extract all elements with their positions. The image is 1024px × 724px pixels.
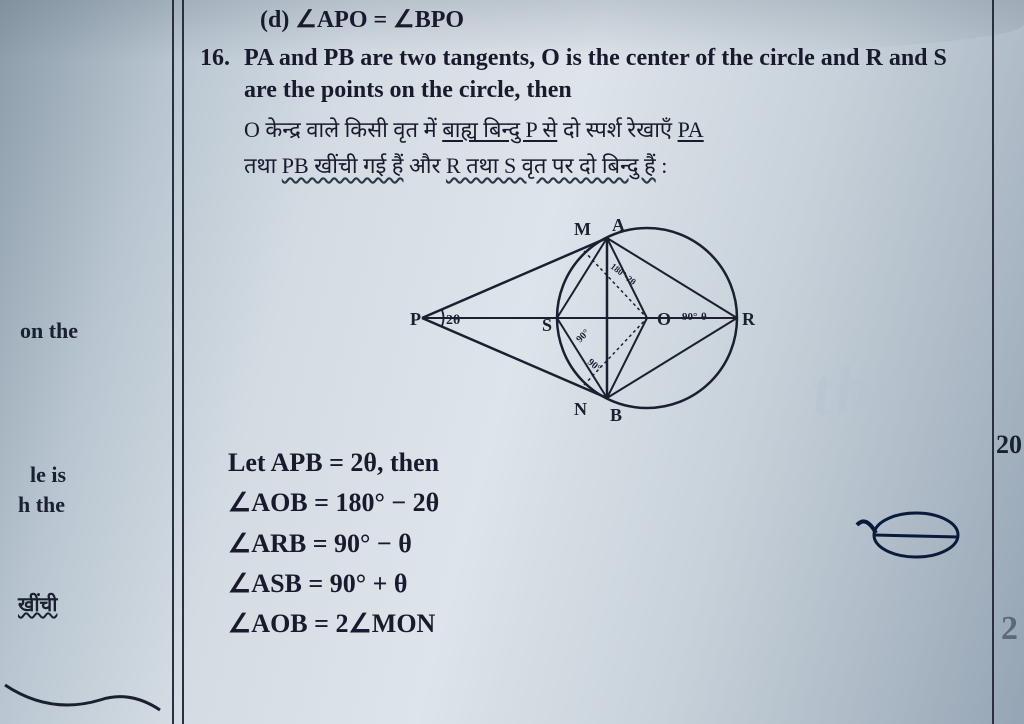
label-90a: 90° xyxy=(574,327,592,345)
label-M: M xyxy=(574,219,591,239)
margin-rule-right xyxy=(992,0,994,724)
cutoff-hindi: खींची xyxy=(18,590,57,617)
handwritten-oval-icon xyxy=(854,505,964,563)
label-A: A xyxy=(612,215,625,235)
right-number-20: 20 xyxy=(996,430,1022,460)
hindi-2e: : xyxy=(656,153,668,178)
bottom-swoosh-icon xyxy=(0,680,172,724)
hindi-2b: PB खींची गई हैं xyxy=(282,153,404,178)
question-number: 16. xyxy=(200,42,230,107)
cutoff-h-the: h the xyxy=(18,492,65,518)
right-cutoff-2: 2 xyxy=(1001,610,1018,648)
option-d-text: (d) ∠APO = ∠BPO xyxy=(260,5,984,34)
hindi-1b: बाह्य बिन्दु P से xyxy=(442,117,557,142)
label-90-theta: 90°-θ xyxy=(682,311,707,323)
hindi-1d: PA xyxy=(678,117,704,142)
label-90b: 90° xyxy=(585,357,603,374)
label-R: R xyxy=(742,309,756,329)
cutoff-on-the: on the xyxy=(20,318,78,344)
hindi-line-2: तथा PB खींची गई हैं और R तथा S वृत पर दो… xyxy=(244,149,984,183)
label-S: S xyxy=(542,315,552,335)
label-N: N xyxy=(574,399,587,419)
hindi-1a: O केन्द्र वाले किसी वृत में xyxy=(244,117,442,142)
label-B: B xyxy=(610,405,622,425)
hindi-line-1: O केन्द्र वाले किसी वृत में बाह्य बिन्दु… xyxy=(244,113,984,147)
label-180-2theta: 180°-2θ xyxy=(609,261,638,287)
hindi-2d: R तथा S वृत पर दो बिन्दु हैं xyxy=(446,153,656,178)
geometry-diagram: P 2θ M A N B S O R 90°-θ 180°-2θ 90° 90° xyxy=(402,203,782,433)
label-2theta: 2θ xyxy=(446,313,460,328)
question-english: PA and PB are two tangents, O is the cen… xyxy=(244,42,984,107)
eq-aob-mon: ∠AOB = 2∠MON xyxy=(228,604,984,644)
margin-rule-left-b xyxy=(182,0,184,724)
hindi-2a: तथा xyxy=(244,153,282,178)
margin-rule-left-a xyxy=(172,0,174,724)
let-line: Let APB = 2θ, then xyxy=(228,443,984,483)
eq-asb: ∠ASB = 90° + θ xyxy=(228,564,984,604)
cutoff-le-is: le is xyxy=(30,462,66,488)
left-margin-area: on the le is h the खींची xyxy=(0,0,172,724)
label-O: O xyxy=(657,309,671,329)
label-P: P xyxy=(410,309,421,329)
hindi-2c: और xyxy=(403,153,446,178)
hindi-1c: दो स्पर्श रेखाएँ xyxy=(557,117,677,142)
question-16: 16. PA and PB are two tangents, O is the… xyxy=(200,42,984,107)
